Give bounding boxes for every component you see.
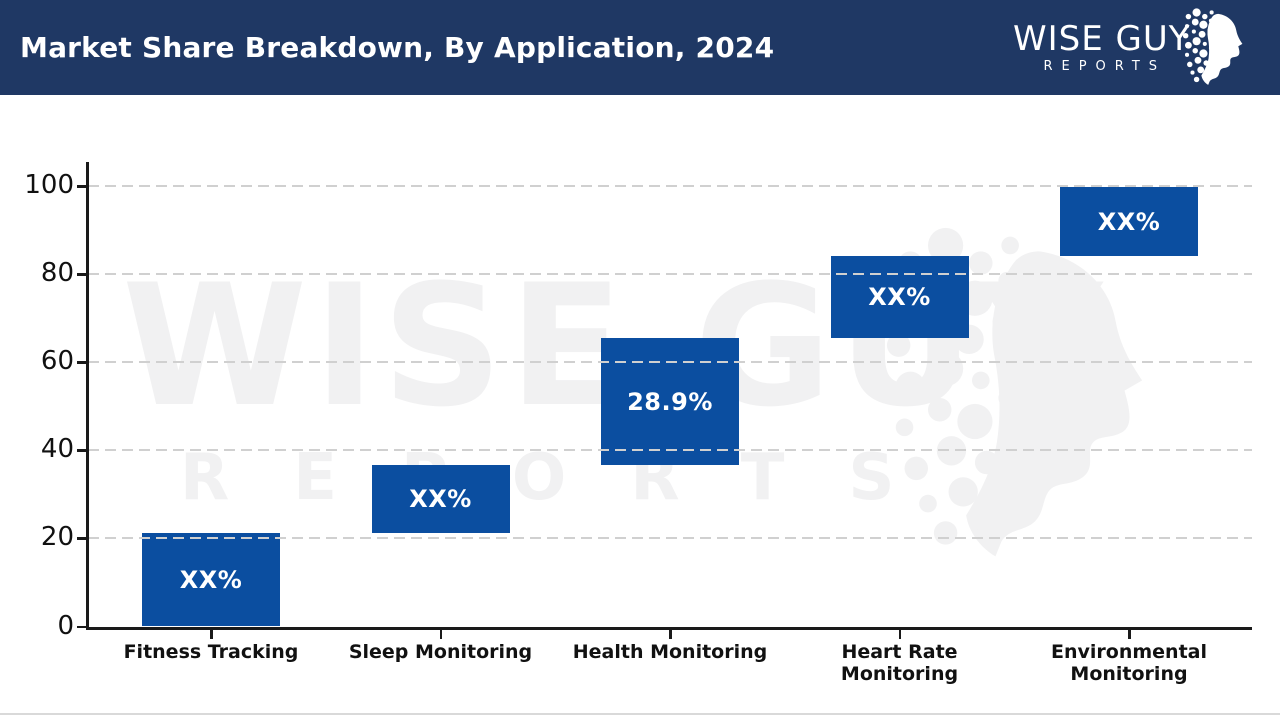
gridline bbox=[88, 361, 1252, 364]
bar: XX% bbox=[142, 533, 280, 627]
category-label-line: Environmental bbox=[1051, 640, 1207, 663]
logo-subtitle: REPORTS bbox=[1043, 59, 1167, 75]
y-axis bbox=[86, 162, 89, 629]
y-tick-mark bbox=[77, 361, 86, 364]
gridline bbox=[88, 185, 1252, 187]
x-axis bbox=[86, 626, 1252, 630]
x-tick-mark bbox=[439, 629, 442, 639]
category-label: Fitness Tracking bbox=[91, 641, 331, 664]
category-label-line: Monitoring bbox=[1070, 663, 1188, 686]
category-label: Environmental Monitoring bbox=[1009, 641, 1249, 687]
wise-guy-reports-logo: WISE GUY REPORTS bbox=[1013, 6, 1268, 90]
gridline bbox=[88, 273, 1252, 276]
x-tick-mark bbox=[898, 629, 901, 639]
bar-label: XX% bbox=[179, 565, 243, 594]
x-tick-mark bbox=[210, 629, 213, 639]
bar: 28.9% bbox=[601, 337, 739, 466]
y-tick-mark bbox=[77, 273, 86, 276]
bar-label: 28.9% bbox=[627, 387, 713, 416]
dotted-head-icon bbox=[1182, 8, 1242, 85]
y-tick-label: 80 bbox=[40, 257, 74, 288]
category-label-line: Health Monitoring bbox=[572, 640, 768, 663]
bar: XX% bbox=[1060, 186, 1198, 257]
category-label-line: Monitoring bbox=[840, 663, 959, 686]
watermark-subtitle: REPORTS bbox=[180, 441, 959, 515]
x-tick-mark bbox=[669, 629, 672, 639]
y-tick-mark bbox=[77, 449, 86, 452]
bar: XX% bbox=[830, 256, 969, 338]
footer-divider bbox=[0, 713, 1280, 715]
y-tick-label: 0 bbox=[57, 610, 74, 641]
logo-wordmark: WISE GUY bbox=[1013, 18, 1191, 59]
y-tick-mark bbox=[77, 185, 86, 188]
bar-label: XX% bbox=[409, 485, 472, 514]
y-tick-mark bbox=[77, 625, 86, 628]
y-tick-mark bbox=[77, 537, 86, 540]
x-tick-mark bbox=[1128, 629, 1131, 639]
header-banner: Market Share Breakdown, By Application, … bbox=[0, 0, 1280, 95]
y-tick-label: 40 bbox=[40, 434, 74, 465]
category-label: Heart Rate Monitoring bbox=[780, 641, 1020, 687]
y-tick-label: 100 bbox=[24, 169, 74, 200]
category-label: Health Monitoring bbox=[550, 641, 790, 664]
bar-label: XX% bbox=[868, 283, 931, 312]
bar-label: XX% bbox=[1097, 207, 1161, 236]
category-label: Sleep Monitoring bbox=[321, 641, 561, 664]
gridline bbox=[88, 449, 1252, 452]
y-tick-label: 60 bbox=[40, 345, 74, 376]
logo-text: WISE GUY REPORTS bbox=[1013, 18, 1191, 75]
category-label-line: Fitness Tracking bbox=[123, 640, 299, 663]
category-label-line: Heart Rate bbox=[841, 640, 958, 663]
bar: XX% bbox=[371, 465, 510, 534]
page-title: Market Share Breakdown, By Application, … bbox=[20, 31, 775, 64]
gridline bbox=[88, 537, 1252, 540]
category-label-line: Sleep Monitoring bbox=[348, 640, 533, 663]
y-tick-label: 20 bbox=[40, 522, 74, 553]
